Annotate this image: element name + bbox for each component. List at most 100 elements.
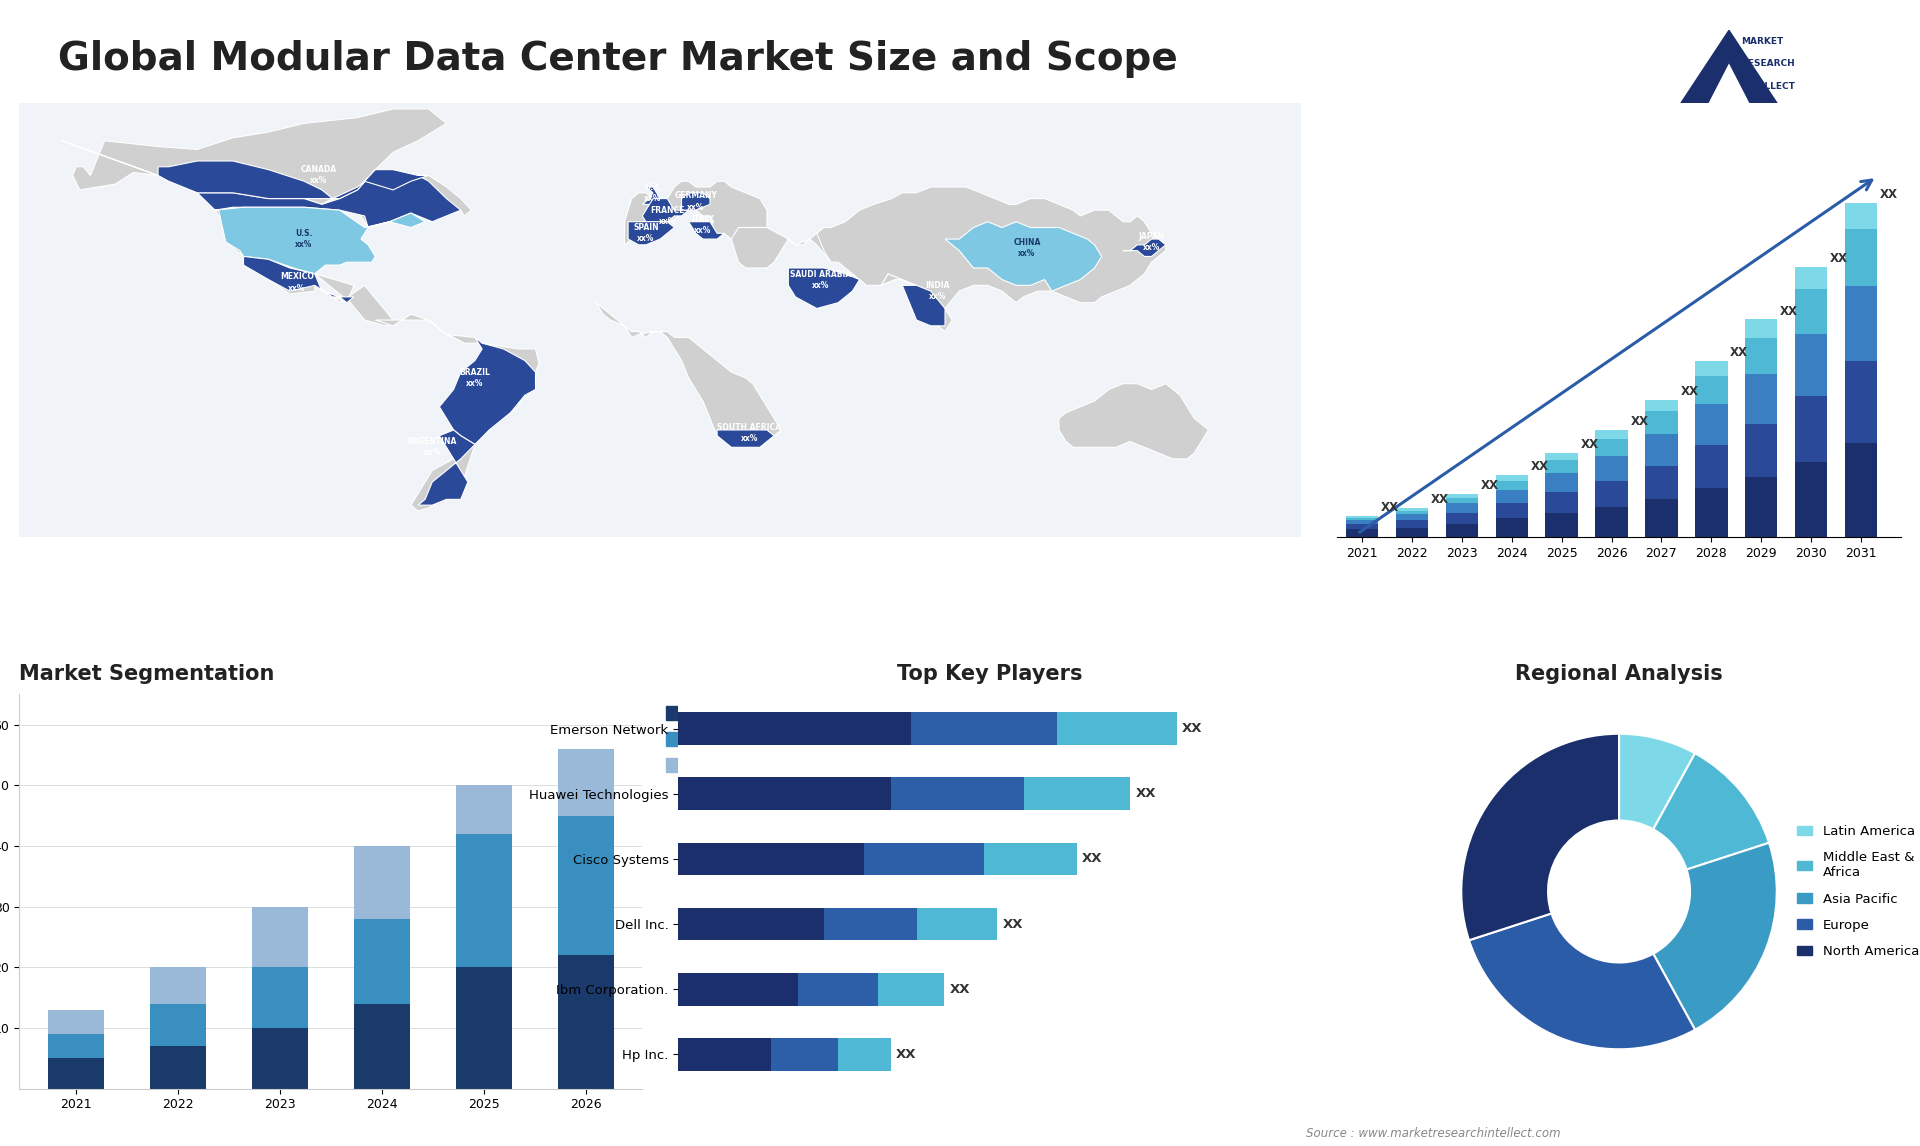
Bar (1795, 267, 1828, 290)
Polygon shape (945, 221, 1102, 291)
Bar (1023, 777, 1131, 810)
Text: XX: XX (1730, 346, 1749, 359)
Polygon shape (716, 430, 774, 447)
Text: XX: XX (1380, 502, 1400, 515)
Bar (1596, 430, 1628, 439)
Bar (1396, 515, 1428, 520)
Text: XX: XX (1680, 385, 1699, 398)
Bar (252, 906, 307, 967)
Text: XX: XX (1780, 305, 1799, 317)
Wedge shape (1653, 753, 1768, 870)
Polygon shape (624, 181, 766, 245)
Bar (891, 777, 1023, 810)
Bar (678, 1038, 772, 1070)
Bar (1845, 229, 1878, 285)
Bar (1546, 473, 1578, 492)
Bar (48, 1059, 104, 1089)
Polygon shape (628, 221, 674, 245)
Text: U.S.
xx%: U.S. xx% (296, 229, 313, 249)
Bar (983, 842, 1077, 876)
Bar (1596, 480, 1628, 507)
Bar (1745, 338, 1778, 374)
Polygon shape (643, 198, 689, 221)
Text: Global Modular Data Center Market Size and Scope: Global Modular Data Center Market Size a… (58, 40, 1177, 78)
Bar (1496, 480, 1528, 490)
Text: ITALY
xx%: ITALY xx% (691, 214, 714, 235)
Text: CANADA
xx%: CANADA xx% (300, 165, 336, 186)
Bar (1546, 492, 1578, 512)
Bar (1496, 476, 1528, 480)
Text: RESEARCH: RESEARCH (1741, 60, 1795, 69)
Text: MEXICO
xx%: MEXICO xx% (280, 273, 313, 292)
Polygon shape (902, 285, 945, 325)
Bar (877, 973, 945, 1005)
Bar (150, 1046, 205, 1089)
Bar (1745, 374, 1778, 424)
Polygon shape (1123, 240, 1165, 257)
Bar (864, 842, 983, 876)
Bar (918, 908, 996, 941)
Text: GERMANY
xx%: GERMANY xx% (674, 191, 718, 212)
Text: SOUTH AFRICA
xx%: SOUTH AFRICA xx% (718, 423, 781, 442)
Polygon shape (689, 221, 724, 240)
Polygon shape (595, 303, 781, 447)
Bar (1596, 456, 1628, 480)
Bar (1845, 444, 1878, 537)
Text: XX: XX (1430, 493, 1450, 505)
Polygon shape (365, 170, 428, 190)
Bar (353, 919, 409, 1004)
Bar (1645, 500, 1678, 537)
Bar (1745, 477, 1778, 537)
Polygon shape (732, 228, 952, 331)
Bar (1745, 424, 1778, 477)
Polygon shape (1060, 384, 1208, 458)
Bar (557, 816, 614, 956)
Bar (1695, 361, 1728, 376)
Wedge shape (1461, 733, 1619, 940)
Bar (910, 713, 1056, 745)
Polygon shape (1667, 31, 1791, 125)
Bar (1645, 400, 1678, 411)
Bar (678, 713, 910, 745)
Text: U.K.
xx%: U.K. xx% (643, 182, 662, 203)
Bar (353, 1004, 409, 1089)
Bar (455, 834, 513, 967)
Bar (1396, 511, 1428, 515)
Text: XX: XX (1530, 461, 1549, 473)
Bar (1596, 439, 1628, 456)
Bar (150, 967, 205, 1004)
Bar (678, 908, 824, 941)
Bar (353, 846, 409, 919)
Bar (1346, 524, 1379, 529)
Bar (1596, 507, 1628, 537)
Bar (1645, 434, 1678, 465)
Bar (557, 749, 614, 816)
Bar (1546, 460, 1578, 473)
Bar (837, 1038, 891, 1070)
Bar (1396, 520, 1428, 527)
Text: XX: XX (948, 983, 970, 996)
Bar (1346, 520, 1379, 524)
Bar (1396, 508, 1428, 511)
Text: CHINA
xx%: CHINA xx% (1014, 237, 1041, 258)
Polygon shape (643, 187, 660, 204)
Text: BRAZIL
xx%: BRAZIL xx% (459, 368, 490, 388)
Text: JAPAN
xx%: JAPAN xx% (1139, 231, 1165, 252)
Text: ARGENTINA
xx%: ARGENTINA xx% (407, 438, 457, 457)
Polygon shape (157, 170, 461, 228)
Bar (1446, 494, 1478, 497)
Bar (48, 1010, 104, 1034)
Text: SPAIN
xx%: SPAIN xx% (634, 223, 659, 243)
Text: Market Segmentation: Market Segmentation (19, 665, 275, 684)
Bar (1795, 335, 1828, 397)
Bar (150, 1004, 205, 1046)
Wedge shape (1619, 733, 1695, 830)
Bar (1645, 411, 1678, 434)
Polygon shape (374, 314, 540, 511)
Text: XX: XX (1830, 252, 1847, 265)
Text: INDIA
xx%: INDIA xx% (925, 281, 950, 301)
Polygon shape (215, 207, 424, 274)
Bar (1695, 488, 1728, 537)
Bar (1546, 453, 1578, 460)
Bar (1396, 527, 1428, 537)
